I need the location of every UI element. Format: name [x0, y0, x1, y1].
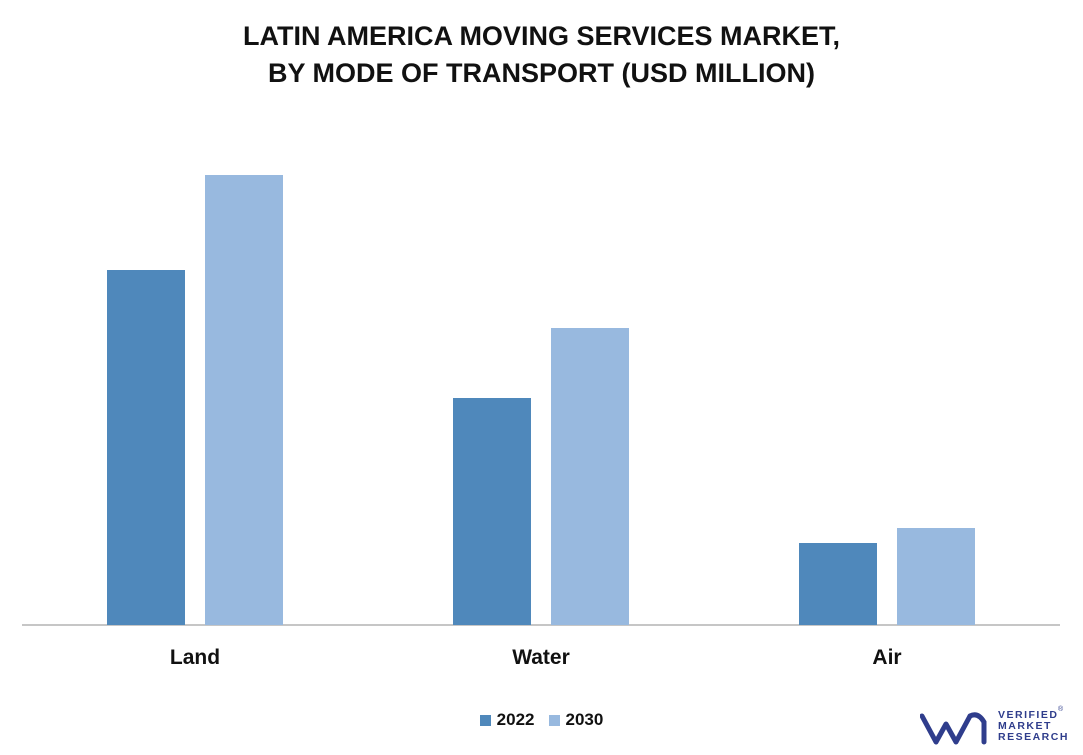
- bar-water-2030: [551, 328, 629, 625]
- logo-line-1: VERIFIED: [998, 709, 1059, 721]
- bar-land-2022: [107, 270, 185, 625]
- logo-line-3: RESEARCH: [998, 731, 1069, 743]
- logo-line-2: MARKET: [998, 720, 1052, 732]
- legend-item-2022: 2022: [479, 710, 535, 730]
- vmr-logo-text: VERIFIED MARKET RESEARCH: [998, 710, 1069, 743]
- x-tick-label-water: Water: [512, 646, 570, 669]
- x-tick-label-land: Land: [170, 646, 220, 669]
- chart-title-line-2: BY MODE OF TRANSPORT (USD MILLION): [268, 58, 815, 88]
- legend-label-2022: 2022: [496, 710, 535, 729]
- chart-legend: 2022 2030: [0, 710, 1083, 730]
- chart-title-line-1: LATIN AMERICA MOVING SERVICES MARKET,: [242, 21, 841, 51]
- legend-item-2030: 2030: [548, 710, 604, 730]
- bar-water-2022: [453, 398, 531, 625]
- legend-swatch-2022: [479, 714, 491, 726]
- bar-air-2022: [799, 543, 877, 625]
- legend-label-2030: 2030: [565, 710, 604, 729]
- vmr-logo-icon: [920, 712, 987, 745]
- bar-chart: Land Water Air: [22, 175, 1060, 669]
- chart-title: LATIN AMERICA MOVING SERVICES MARKET, BY…: [0, 18, 1083, 92]
- bar-air-2030: [897, 528, 975, 625]
- legend-swatch-2030: [548, 714, 560, 726]
- x-tick-label-air: Air: [872, 646, 901, 669]
- logo-registered-mark: ®: [1058, 706, 1064, 713]
- bar-land-2030: [205, 175, 283, 625]
